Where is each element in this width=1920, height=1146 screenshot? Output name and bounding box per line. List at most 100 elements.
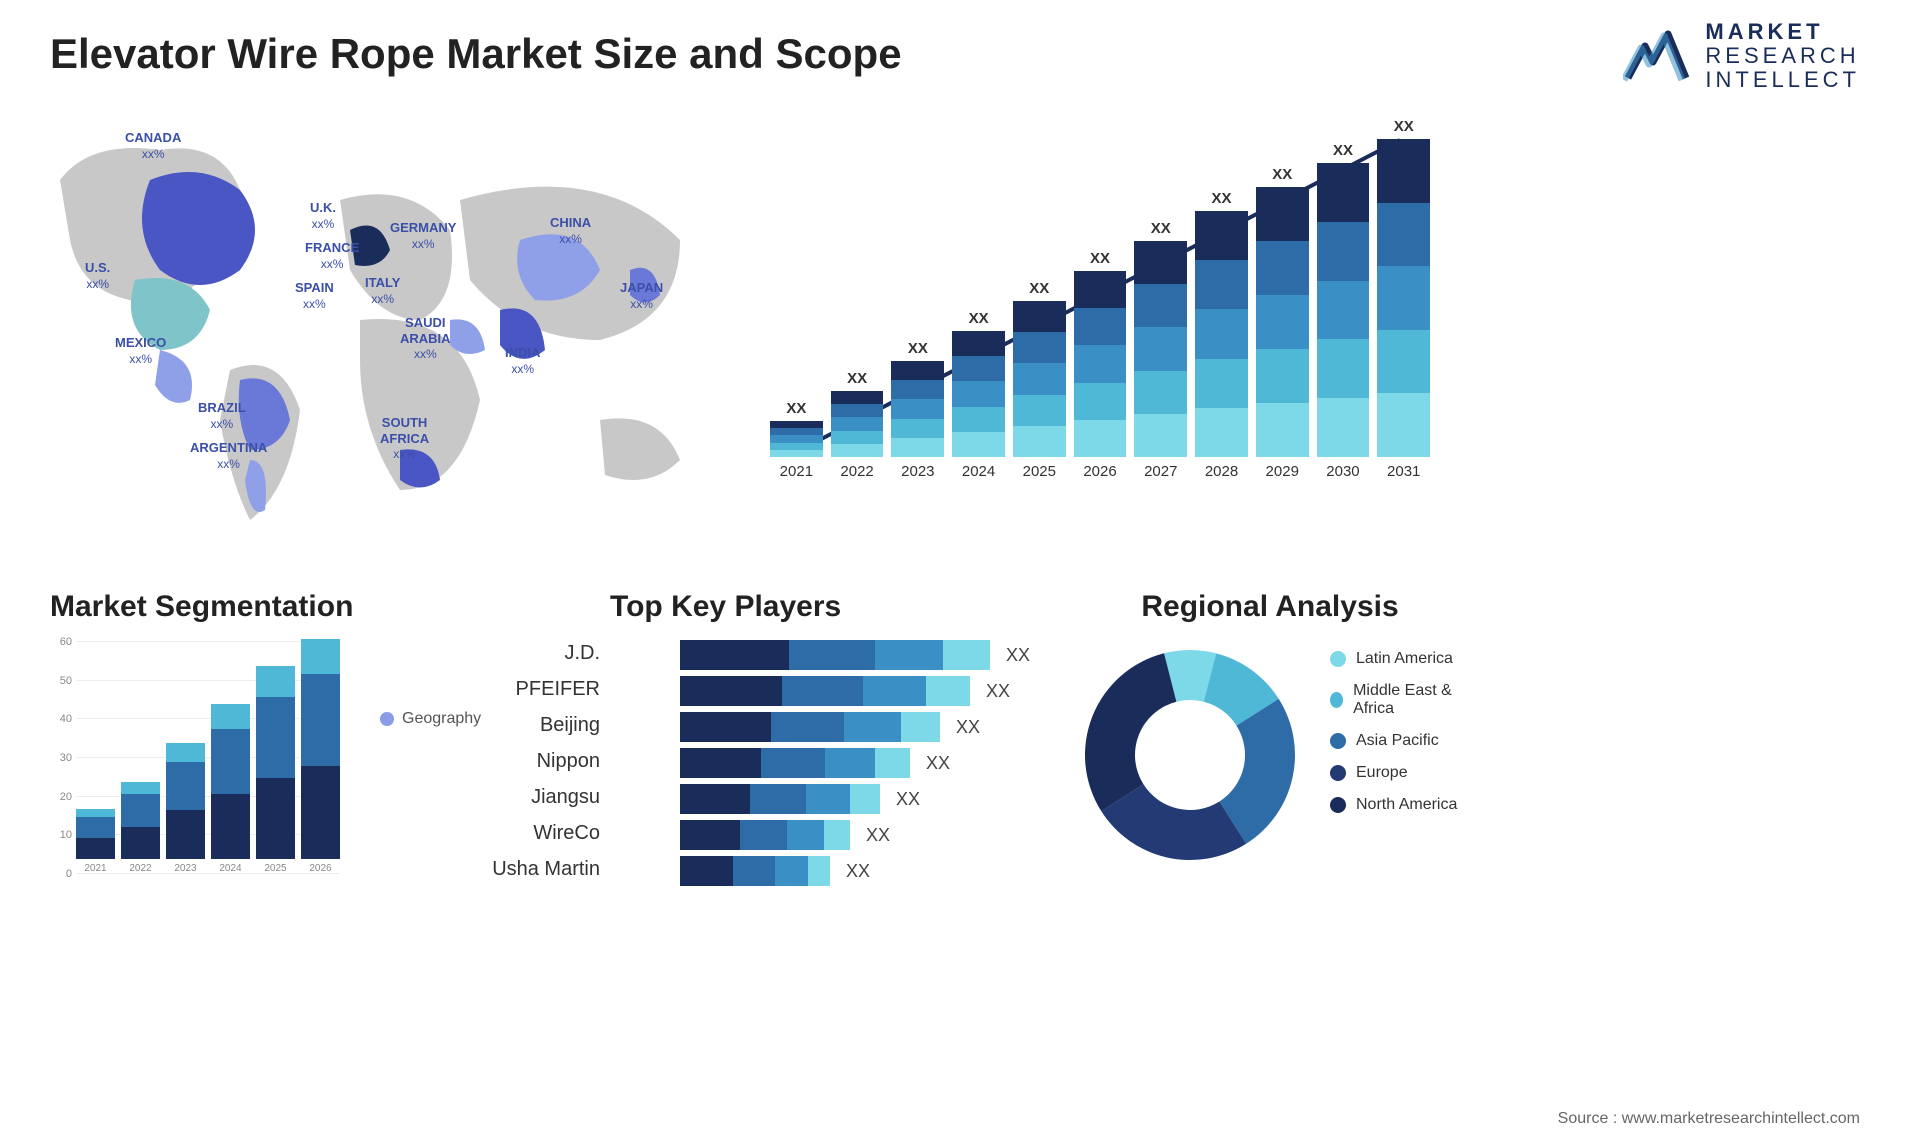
main-bar-segment xyxy=(1195,359,1248,408)
seg-bar-segment xyxy=(76,838,115,859)
regional-legend-row: North America xyxy=(1330,796,1470,814)
main-bar-column: XX2025 xyxy=(1013,280,1066,480)
main-bar-stack xyxy=(1134,241,1187,457)
main-bar-segment xyxy=(1317,163,1370,222)
main-bar-column: XX2027 xyxy=(1134,220,1187,480)
main-bar-segment xyxy=(952,381,1005,406)
main-bar-segment xyxy=(770,428,823,435)
legend-dot-icon xyxy=(1330,797,1346,813)
main-bar-segment xyxy=(1256,187,1309,241)
main-bar-segment xyxy=(1256,403,1309,457)
main-bar-segment xyxy=(831,417,884,430)
player-bar-stack xyxy=(680,784,880,814)
seg-bar-segment xyxy=(166,762,205,811)
map-country-label: CANADAxx% xyxy=(125,130,181,161)
seg-bar-segment xyxy=(301,639,340,674)
main-bar-stack xyxy=(1013,301,1066,457)
player-bar-segment xyxy=(750,784,806,814)
player-bar-row: XX xyxy=(680,712,1060,742)
main-bar-value-label: XX xyxy=(1333,142,1353,159)
main-bar-segment xyxy=(891,361,944,380)
player-bar-row: XX xyxy=(680,640,1060,670)
seg-bar-segment xyxy=(256,778,295,859)
main-bar-segment xyxy=(770,450,823,457)
main-bar-segment xyxy=(831,391,884,404)
main-bar-value-label: XX xyxy=(1272,166,1292,183)
main-bar-segment xyxy=(1317,339,1370,398)
player-bar-segment xyxy=(680,748,761,778)
player-bar-segment xyxy=(824,820,850,850)
brand-logo: MARKET RESEARCH INTELLECT xyxy=(1623,20,1860,93)
main-bar-segment xyxy=(891,438,944,457)
main-bar-segment xyxy=(1377,393,1430,457)
segmentation-chart: 0102030405060 202120222023202420252026 xyxy=(50,642,340,892)
main-bar-segment xyxy=(831,444,884,457)
main-bar-segment xyxy=(770,421,823,428)
map-country-label: ARGENTINAxx% xyxy=(190,440,267,471)
segmentation-legend: Geography xyxy=(380,710,481,728)
seg-bar-segment xyxy=(211,729,250,794)
seg-bar-stack xyxy=(256,666,295,859)
player-bar-value: XX xyxy=(846,861,870,882)
main-bar-stack xyxy=(770,421,823,457)
seg-bar-year-label: 2025 xyxy=(264,863,286,874)
player-bar-segment xyxy=(825,748,876,778)
main-bar-segment xyxy=(1013,332,1066,363)
legend-dot-icon xyxy=(380,712,394,726)
seg-bar-segment xyxy=(301,674,340,767)
main-bar-segment xyxy=(1134,241,1187,284)
map-country-label: BRAZILxx% xyxy=(198,400,246,431)
seg-bar-column: 2026 xyxy=(301,639,340,874)
seg-bar-stack xyxy=(166,743,205,859)
main-bar-segment xyxy=(891,380,944,399)
player-bar-row: XX xyxy=(680,856,1060,886)
legend-dot-icon xyxy=(1330,651,1346,667)
main-bar-column: XX2026 xyxy=(1074,250,1127,480)
player-bar-value: XX xyxy=(956,717,980,738)
regional-legend-label: Middle East & Africa xyxy=(1353,682,1470,718)
map-country-label: SPAINxx% xyxy=(295,280,334,311)
main-bar-value-label: XX xyxy=(786,400,806,417)
player-label: Jiangsu xyxy=(480,779,600,815)
player-bar-stack xyxy=(680,820,850,850)
player-bar-segment xyxy=(680,856,733,886)
player-bar-stack xyxy=(680,856,830,886)
main-bar-segment xyxy=(1074,345,1127,382)
main-bar-segment xyxy=(1256,349,1309,403)
map-country-label: U.K.xx% xyxy=(310,200,336,231)
donut-slice xyxy=(1085,653,1176,811)
main-bar-stack xyxy=(1074,271,1127,457)
seg-bar-segment xyxy=(166,743,205,762)
main-bar-segment xyxy=(1134,371,1187,414)
player-bar-segment xyxy=(771,712,844,742)
seg-bar-segment xyxy=(256,666,295,697)
regional-legend-row: Middle East & Africa xyxy=(1330,682,1470,718)
player-bar-segment xyxy=(808,856,831,886)
main-bar-value-label: XX xyxy=(847,370,867,387)
seg-bar-column: 2021 xyxy=(76,809,115,874)
player-bar-row: XX xyxy=(680,820,1060,850)
main-bar-segment xyxy=(1377,330,1430,394)
player-bar-segment xyxy=(761,748,825,778)
player-bar-segment xyxy=(740,820,788,850)
main-bar-segment xyxy=(1317,281,1370,340)
seg-bar-year-label: 2022 xyxy=(129,863,151,874)
legend-dot-icon xyxy=(1330,733,1346,749)
player-bar-segment xyxy=(680,676,782,706)
main-bar-segment xyxy=(952,407,1005,432)
main-bar-column: XX2022 xyxy=(831,370,884,480)
seg-ytick: 50 xyxy=(60,675,72,687)
main-bar-segment xyxy=(1134,327,1187,370)
seg-bar-year-label: 2023 xyxy=(174,863,196,874)
player-label: J.D. xyxy=(480,635,600,671)
main-bar-segment xyxy=(1074,308,1127,345)
regional-legend-label: North America xyxy=(1356,796,1457,814)
main-bar-segment xyxy=(1377,203,1430,267)
main-bar-segment xyxy=(1195,408,1248,457)
main-bar-segment xyxy=(1013,395,1066,426)
player-bar-segment xyxy=(875,748,910,778)
main-bar-segment xyxy=(1013,426,1066,457)
player-bar-row: XX xyxy=(680,676,1060,706)
regional-panel: Regional Analysis Latin AmericaMiddle Ea… xyxy=(1070,590,1470,624)
main-bar-value-label: XX xyxy=(908,340,928,357)
